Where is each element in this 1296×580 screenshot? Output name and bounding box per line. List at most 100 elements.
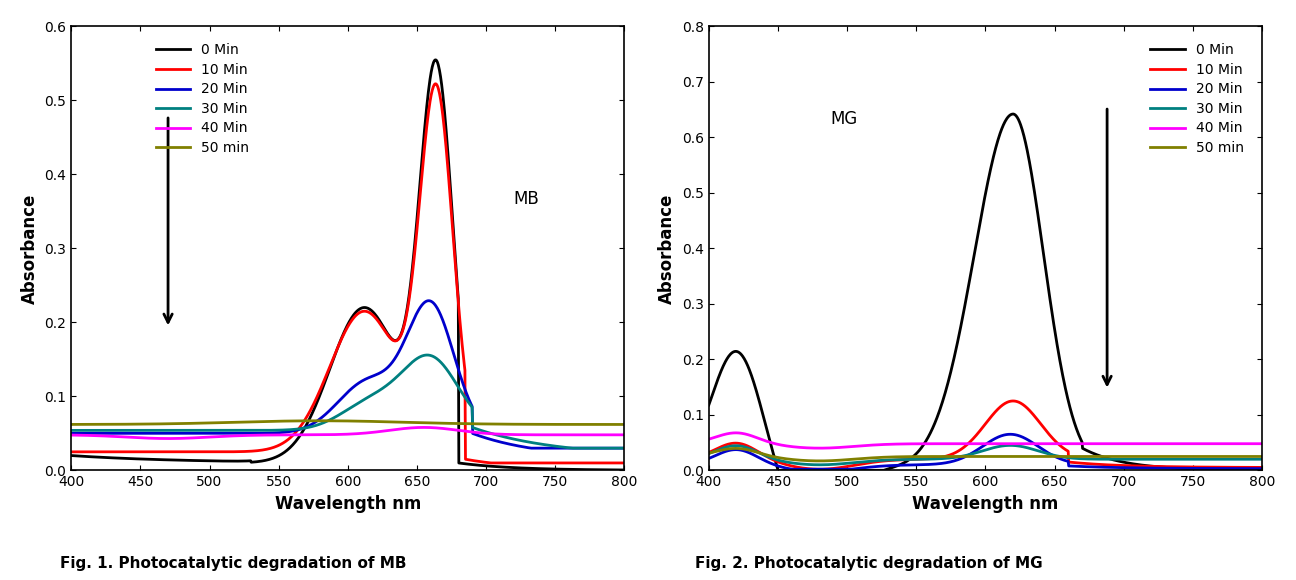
50 min [121, 420, 136, 427]
30 Min [288, 426, 303, 433]
20 Min [307, 419, 323, 426]
30 Min [565, 445, 581, 452]
10 Min [758, 452, 774, 459]
40 Min [307, 432, 323, 438]
10 Min [288, 430, 303, 437]
30 Min [811, 461, 827, 468]
0 Min [925, 424, 941, 431]
40 Min [925, 440, 941, 447]
10 Min [701, 449, 717, 456]
Text: Fig. 2. Photocatalytic degradation of MG: Fig. 2. Photocatalytic degradation of MG [695, 556, 1042, 571]
0 Min [495, 463, 511, 470]
X-axis label: Wavelength nm: Wavelength nm [912, 495, 1059, 513]
30 Min [925, 455, 941, 462]
50 min [617, 421, 632, 428]
50 min [925, 453, 941, 460]
Y-axis label: Absorbance: Absorbance [21, 193, 39, 303]
40 Min [1255, 440, 1270, 447]
30 Min [307, 422, 323, 429]
10 Min [1255, 464, 1270, 471]
40 Min [1143, 440, 1159, 447]
0 Min [428, 56, 443, 63]
20 Min [1255, 465, 1270, 472]
0 Min [758, 420, 774, 427]
20 Min [701, 455, 717, 462]
Line: 40 Min: 40 Min [709, 433, 1262, 448]
30 Min [1255, 456, 1270, 463]
40 Min [1082, 440, 1098, 447]
Line: 10 Min: 10 Min [71, 84, 625, 463]
0 Min [701, 401, 717, 408]
10 Min [428, 80, 443, 87]
0 Min [771, 467, 787, 474]
40 Min [505, 431, 521, 438]
50 min [505, 420, 521, 427]
10 Min [505, 459, 521, 466]
0 Min [307, 404, 323, 411]
0 Min [1255, 466, 1270, 473]
10 Min [443, 213, 459, 220]
Line: 20 Min: 20 Min [709, 434, 1262, 469]
10 Min [121, 448, 136, 455]
50 min [811, 458, 827, 465]
Text: MG: MG [831, 110, 858, 128]
30 Min [443, 373, 459, 380]
20 Min [121, 430, 136, 437]
30 Min [701, 450, 717, 457]
50 min [758, 451, 774, 458]
20 Min [64, 430, 79, 437]
20 Min [1002, 431, 1017, 438]
0 Min [121, 455, 136, 462]
10 Min [496, 459, 512, 466]
Line: 0 Min: 0 Min [71, 60, 625, 470]
20 Min [495, 439, 511, 446]
50 min [443, 420, 459, 427]
50 min [312, 417, 328, 424]
Legend: 0 Min, 10 Min, 20 Min, 30 Min, 40 Min, 50 min: 0 Min, 10 Min, 20 Min, 30 Min, 40 Min, 5… [150, 38, 255, 161]
30 Min [64, 427, 79, 434]
50 min [288, 418, 303, 425]
0 Min [64, 452, 79, 459]
40 Min [946, 440, 962, 447]
50 min [727, 445, 743, 452]
Text: Fig. 1. Photocatalytic degradation of MB: Fig. 1. Photocatalytic degradation of MB [60, 556, 407, 571]
0 Min [443, 202, 459, 209]
50 min [701, 450, 717, 456]
50 min [1255, 453, 1270, 460]
50 min [307, 417, 323, 424]
10 Min [1004, 397, 1020, 404]
30 Min [758, 452, 774, 459]
0 Min [288, 439, 303, 446]
40 Min [701, 436, 717, 443]
20 Min [1082, 463, 1098, 470]
0 Min [1134, 462, 1150, 469]
Y-axis label: Absorbance: Absorbance [658, 193, 677, 303]
X-axis label: Wavelength nm: Wavelength nm [275, 495, 421, 513]
Legend: 0 Min, 10 Min, 20 Min, 30 Min, 40 Min, 50 min: 0 Min, 10 Min, 20 Min, 30 Min, 40 Min, 5… [1144, 38, 1249, 161]
20 Min [524, 445, 539, 452]
Line: 10 Min: 10 Min [709, 401, 1262, 469]
50 min [64, 421, 79, 428]
40 Min [617, 432, 632, 438]
10 Min [811, 466, 827, 473]
40 Min [288, 432, 303, 438]
Line: 50 min: 50 min [709, 448, 1262, 461]
40 Min [64, 432, 79, 438]
20 Min [1143, 465, 1159, 472]
30 Min [617, 445, 632, 452]
40 Min [161, 435, 176, 442]
10 Min [617, 459, 632, 466]
10 Min [1143, 463, 1159, 470]
40 Min [728, 429, 744, 436]
20 Min [1134, 465, 1150, 472]
20 Min [443, 344, 459, 351]
40 Min [1134, 440, 1150, 447]
50 min [1082, 453, 1098, 460]
30 Min [495, 433, 511, 440]
40 Min [758, 437, 774, 444]
0 Min [1082, 448, 1098, 455]
20 Min [505, 441, 521, 448]
30 Min [505, 436, 521, 443]
20 Min [288, 427, 303, 434]
30 Min [945, 454, 960, 461]
